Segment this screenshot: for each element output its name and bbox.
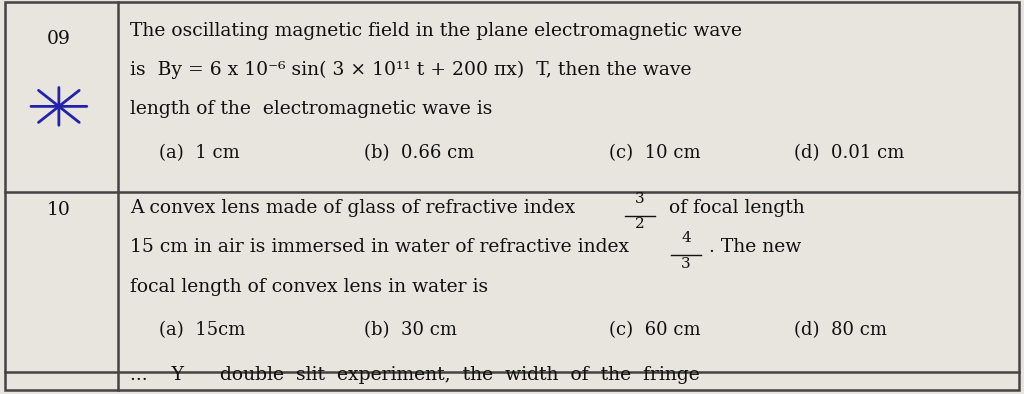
Text: . The new: . The new [709,238,801,256]
Text: of focal length: of focal length [663,199,804,217]
Text: (d)  0.01 cm: (d) 0.01 cm [794,144,904,162]
Text: (b)  30 cm: (b) 30 cm [364,321,457,339]
Text: 2: 2 [635,217,645,232]
Text: (d)  80 cm: (d) 80 cm [794,321,887,339]
Text: (c)  60 cm: (c) 60 cm [609,321,700,339]
Text: (b)  0.66 cm: (b) 0.66 cm [364,144,474,162]
Text: 09: 09 [47,30,71,48]
Text: is  By = 6 x 10⁻⁶ sin( 3 × 10¹¹ t + 200 πx)  T, then the wave: is By = 6 x 10⁻⁶ sin( 3 × 10¹¹ t + 200 π… [130,61,691,79]
Text: ...    Y      double  slit  experiment,  the  width  of  the  fringe: ... Y double slit experiment, the width … [130,366,699,385]
Text: 15 cm in air is immersed in water of refractive index: 15 cm in air is immersed in water of ref… [130,238,635,256]
Text: length of the  electromagnetic wave is: length of the electromagnetic wave is [130,100,493,119]
Text: A convex lens made of glass of refractive index: A convex lens made of glass of refractiv… [130,199,582,217]
Text: 4: 4 [681,231,691,245]
Text: 3: 3 [635,191,645,206]
Text: (c)  10 cm: (c) 10 cm [609,144,700,162]
Text: 3: 3 [681,257,691,271]
Text: 10: 10 [47,201,71,219]
Text: The oscillating magnetic field in the plane electromagnetic wave: The oscillating magnetic field in the pl… [130,22,742,40]
Text: (a)  15cm: (a) 15cm [159,321,245,339]
Text: focal length of convex lens in water is: focal length of convex lens in water is [130,278,488,296]
Text: (a)  1 cm: (a) 1 cm [159,144,240,162]
